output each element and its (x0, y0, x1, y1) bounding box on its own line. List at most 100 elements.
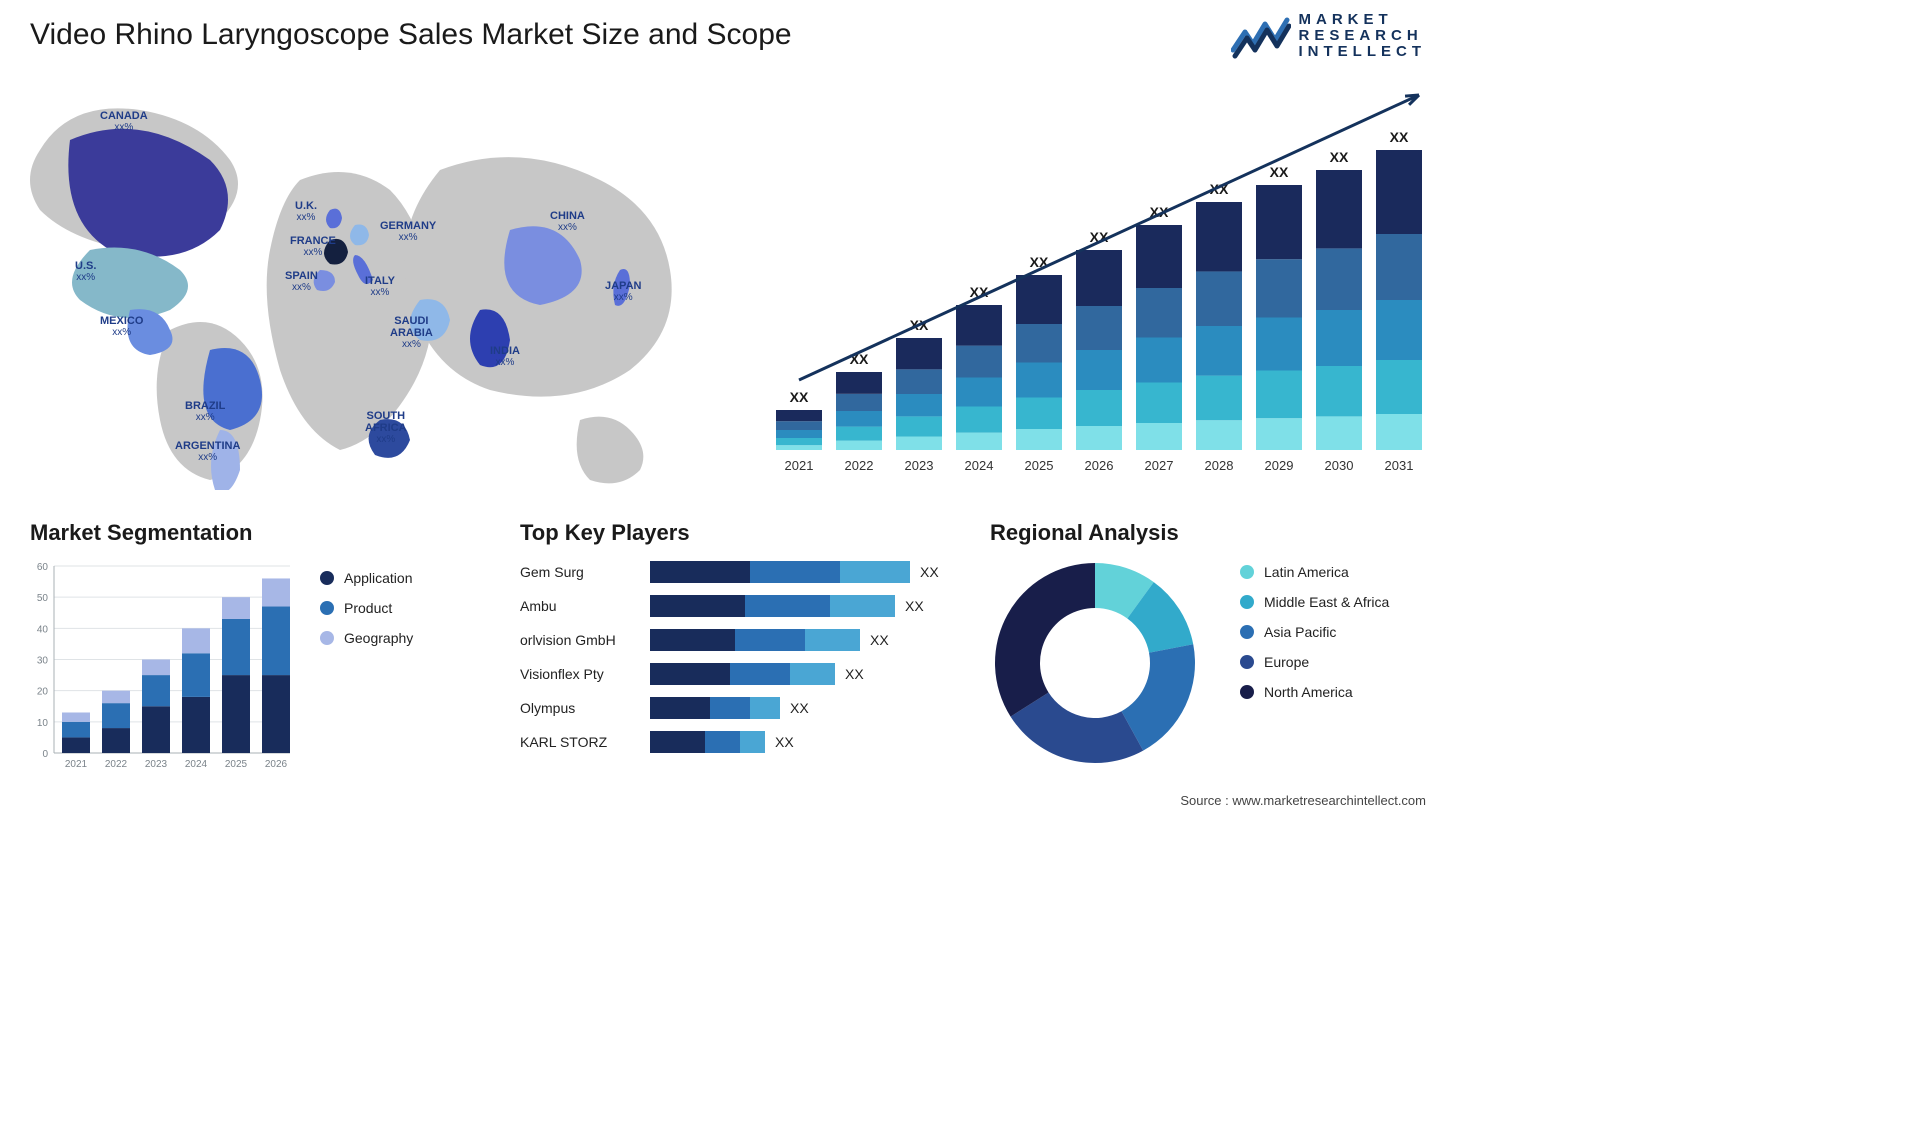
legend-swatch (1240, 655, 1254, 669)
svg-text:XX: XX (1270, 164, 1289, 180)
map-label-south-africa: SOUTH AFRICAxx% (365, 410, 407, 445)
map-label-pct: xx% (75, 272, 96, 283)
player-bar: XX (650, 629, 960, 651)
player-bar-segment (840, 561, 910, 583)
legend-label: North America (1264, 684, 1353, 700)
map-label-india: INDIAxx% (490, 345, 520, 368)
map-label-name: JAPAN (605, 280, 641, 292)
svg-text:2023: 2023 (905, 458, 934, 473)
regional-legend-item: Middle East & Africa (1240, 594, 1389, 610)
player-bar: XX (650, 697, 960, 719)
segmentation-legend: ApplicationProductGeography (320, 570, 413, 646)
legend-swatch (1240, 565, 1254, 579)
svg-text:2025: 2025 (225, 759, 248, 770)
map-label-pct: xx% (390, 339, 433, 350)
player-bar-segment (650, 595, 745, 617)
player-bar-segment (735, 629, 805, 651)
map-label-pct: xx% (550, 222, 585, 233)
player-name: Ambu (520, 598, 650, 614)
map-label-pct: xx% (365, 287, 395, 298)
map-label-name: FRANCE (290, 235, 336, 247)
players-rows: Gem SurgXXAmbuXXorlvision GmbHXXVisionfl… (520, 558, 960, 756)
player-name: KARL STORZ (520, 734, 650, 750)
legend-label: Europe (1264, 654, 1309, 670)
player-row: orlvision GmbHXX (520, 626, 960, 654)
svg-text:2026: 2026 (265, 759, 288, 770)
legend-label: Geography (344, 630, 413, 646)
player-row: KARL STORZ XX (520, 728, 960, 756)
legend-label: Middle East & Africa (1264, 594, 1389, 610)
player-bar: XX (650, 731, 960, 753)
map-label-name: ITALY (365, 275, 395, 287)
map-label-pct: xx% (380, 232, 436, 243)
player-value: XX (775, 734, 794, 750)
legend-label: Application (344, 570, 413, 586)
player-bar-segment (750, 697, 780, 719)
svg-text:30: 30 (37, 656, 49, 667)
map-label-pct: xx% (365, 434, 407, 445)
world-map (20, 90, 700, 490)
legend-swatch (1240, 595, 1254, 609)
legend-swatch (320, 571, 334, 585)
map-label-pct: xx% (100, 122, 148, 133)
regional-title: Regional Analysis (990, 520, 1430, 546)
svg-text:60: 60 (37, 562, 49, 573)
page-title: Video Rhino Laryngoscope Sales Market Si… (30, 18, 792, 52)
svg-text:2021: 2021 (785, 458, 814, 473)
player-value: XX (920, 564, 939, 580)
svg-text:2031: 2031 (1385, 458, 1414, 473)
segmentation-panel: Market Segmentation 01020304050602021202… (30, 520, 460, 780)
regional-panel: Regional Analysis Latin AmericaMiddle Ea… (990, 520, 1430, 780)
map-label-pct: xx% (100, 327, 143, 338)
map-label-china: CHINAxx% (550, 210, 585, 233)
map-label-name: SOUTH AFRICA (365, 410, 407, 434)
logo-mark-icon (1231, 10, 1291, 62)
player-bar-segment (730, 663, 790, 685)
map-label-name: ARGENTINA (175, 440, 240, 452)
legend-swatch (320, 601, 334, 615)
player-name: Olympus (520, 700, 650, 716)
player-row: Visionflex Pty XX (520, 660, 960, 688)
svg-text:2030: 2030 (1325, 458, 1354, 473)
source-text: Source : www.marketresearchintellect.com (1180, 793, 1426, 808)
player-bar-segment (650, 663, 730, 685)
player-value: XX (790, 700, 809, 716)
map-label-brazil: BRAZILxx% (185, 400, 225, 423)
map-label-japan: JAPANxx% (605, 280, 641, 303)
map-label-u-s-: U.S.xx% (75, 260, 96, 283)
segmentation-legend-item: Geography (320, 630, 413, 646)
svg-text:2021: 2021 (65, 759, 88, 770)
logo-line2: RESEARCH (1299, 28, 1427, 44)
map-label-pct: xx% (185, 412, 225, 423)
logo-line1: MARKET (1299, 12, 1427, 28)
map-label-name: U.K. (295, 200, 317, 212)
players-title: Top Key Players (520, 520, 960, 546)
map-label-germany: GERMANYxx% (380, 220, 436, 243)
svg-text:2025: 2025 (1025, 458, 1054, 473)
svg-text:2026: 2026 (1085, 458, 1114, 473)
svg-text:XX: XX (1390, 129, 1409, 145)
map-label-name: U.S. (75, 260, 96, 272)
svg-text:2023: 2023 (145, 759, 168, 770)
regional-legend: Latin AmericaMiddle East & AfricaAsia Pa… (1240, 564, 1389, 700)
legend-swatch (1240, 685, 1254, 699)
player-value: XX (905, 598, 924, 614)
player-bar-segment (830, 595, 895, 617)
player-bar: XX (650, 561, 960, 583)
player-bar-segment (745, 595, 830, 617)
map-label-name: SAUDI ARABIA (390, 315, 433, 339)
player-name: orlvision GmbH (520, 632, 650, 648)
svg-text:2024: 2024 (965, 458, 994, 473)
player-bar-segment (750, 561, 840, 583)
map-label-pct: xx% (175, 452, 240, 463)
player-bar-segment (740, 731, 765, 753)
player-bar-segment (790, 663, 835, 685)
map-label-u-k-: U.K.xx% (295, 200, 317, 223)
player-name: Visionflex Pty (520, 666, 650, 682)
map-label-name: BRAZIL (185, 400, 225, 412)
player-value: XX (845, 666, 864, 682)
player-bar-segment (650, 731, 705, 753)
legend-swatch (320, 631, 334, 645)
map-label-pct: xx% (285, 282, 318, 293)
logo-line3: INTELLECT (1299, 44, 1427, 60)
